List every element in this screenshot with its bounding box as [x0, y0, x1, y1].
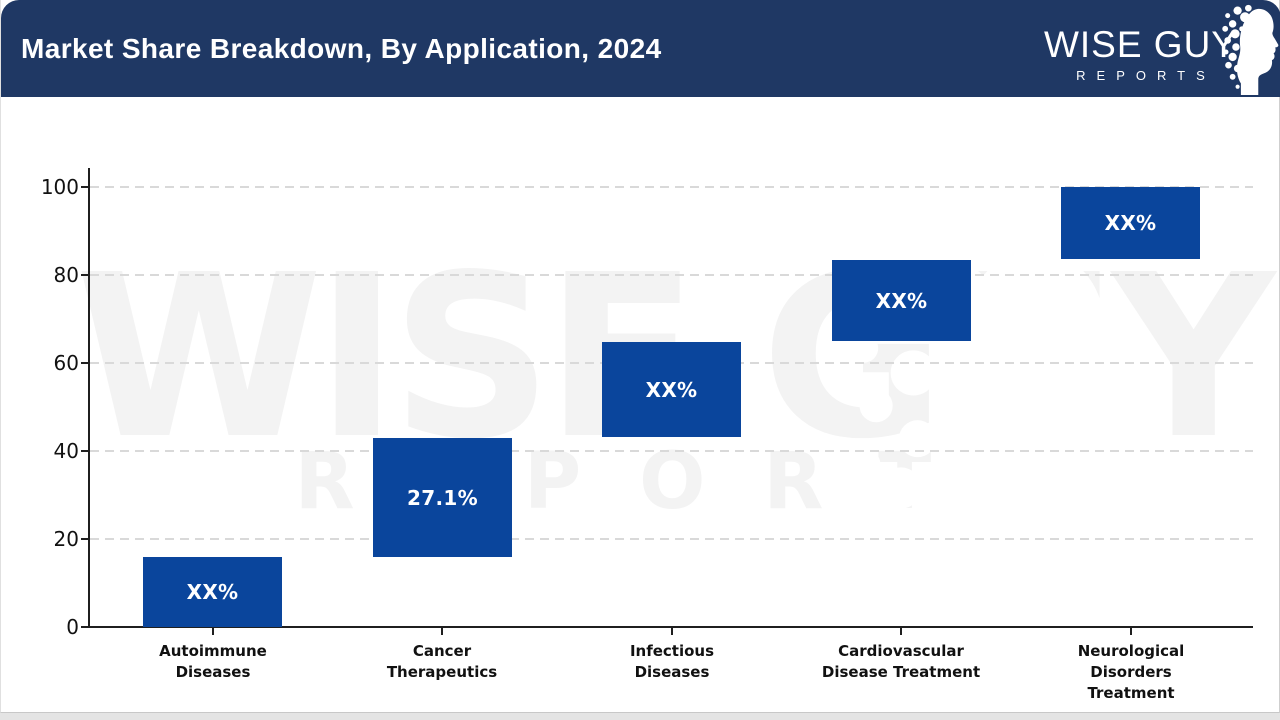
y-axis-line: [88, 168, 90, 628]
bar-value-label: XX%: [186, 580, 239, 604]
gridline: [90, 274, 1253, 276]
x-tick-mark: [1130, 628, 1132, 635]
y-tick-label: 0: [66, 615, 79, 639]
bar-value-label: XX%: [875, 288, 928, 313]
y-tick-mark: [81, 538, 90, 540]
logo: WISE GUY REPORTS: [1044, 4, 1279, 95]
x-category-label: Cardiovascular Disease Treatment: [821, 642, 981, 681]
y-tick-label: 80: [53, 263, 79, 287]
x-category-label: Neurological Disorders Treatment: [1077, 642, 1185, 702]
gridline: [90, 538, 1253, 540]
logo-wordmark: WISE GUY: [1043, 24, 1237, 65]
x-tick-mark: [212, 628, 214, 635]
bar: XX%: [143, 557, 282, 627]
chart-title: Market Share Breakdown, By Application, …: [21, 32, 662, 64]
x-category-label: Cancer Therapeutics: [386, 642, 498, 681]
bar: XX%: [832, 260, 971, 341]
y-tick-mark: [81, 626, 90, 628]
y-tick-mark: [81, 450, 90, 452]
x-tick-mark: [671, 628, 673, 635]
bar: XX%: [1061, 187, 1200, 259]
y-tick-label: 20: [53, 527, 79, 551]
y-tick-label: 60: [53, 351, 79, 375]
gridline: [90, 186, 1253, 188]
x-category-label: Infectious Diseases: [629, 642, 715, 681]
x-tick-mark: [441, 628, 443, 635]
bar: 27.1%: [373, 438, 512, 557]
x-tick-mark: [900, 628, 902, 635]
gridline: [90, 450, 1253, 452]
logo-face-icon: [1222, 4, 1279, 95]
header-bar: Market Share Breakdown, By Application, …: [1, 0, 1280, 97]
y-tick-label: 100: [40, 175, 79, 199]
y-tick-label: 40: [53, 439, 79, 463]
y-tick-mark: [81, 186, 90, 188]
x-axis-line: [88, 626, 1253, 628]
bar-value-label: XX%: [645, 377, 698, 402]
logo-text: WISE GUY REPORTS: [1043, 24, 1237, 84]
bar-value-label: 27.1%: [407, 485, 478, 510]
x-category-label: Autoimmune Diseases: [159, 642, 267, 681]
logo-subtext: REPORTS: [1076, 68, 1216, 83]
y-tick-mark: [81, 362, 90, 364]
y-tick-mark: [81, 274, 90, 276]
bar-value-label: XX%: [1104, 211, 1157, 235]
bar: XX%: [602, 342, 741, 437]
